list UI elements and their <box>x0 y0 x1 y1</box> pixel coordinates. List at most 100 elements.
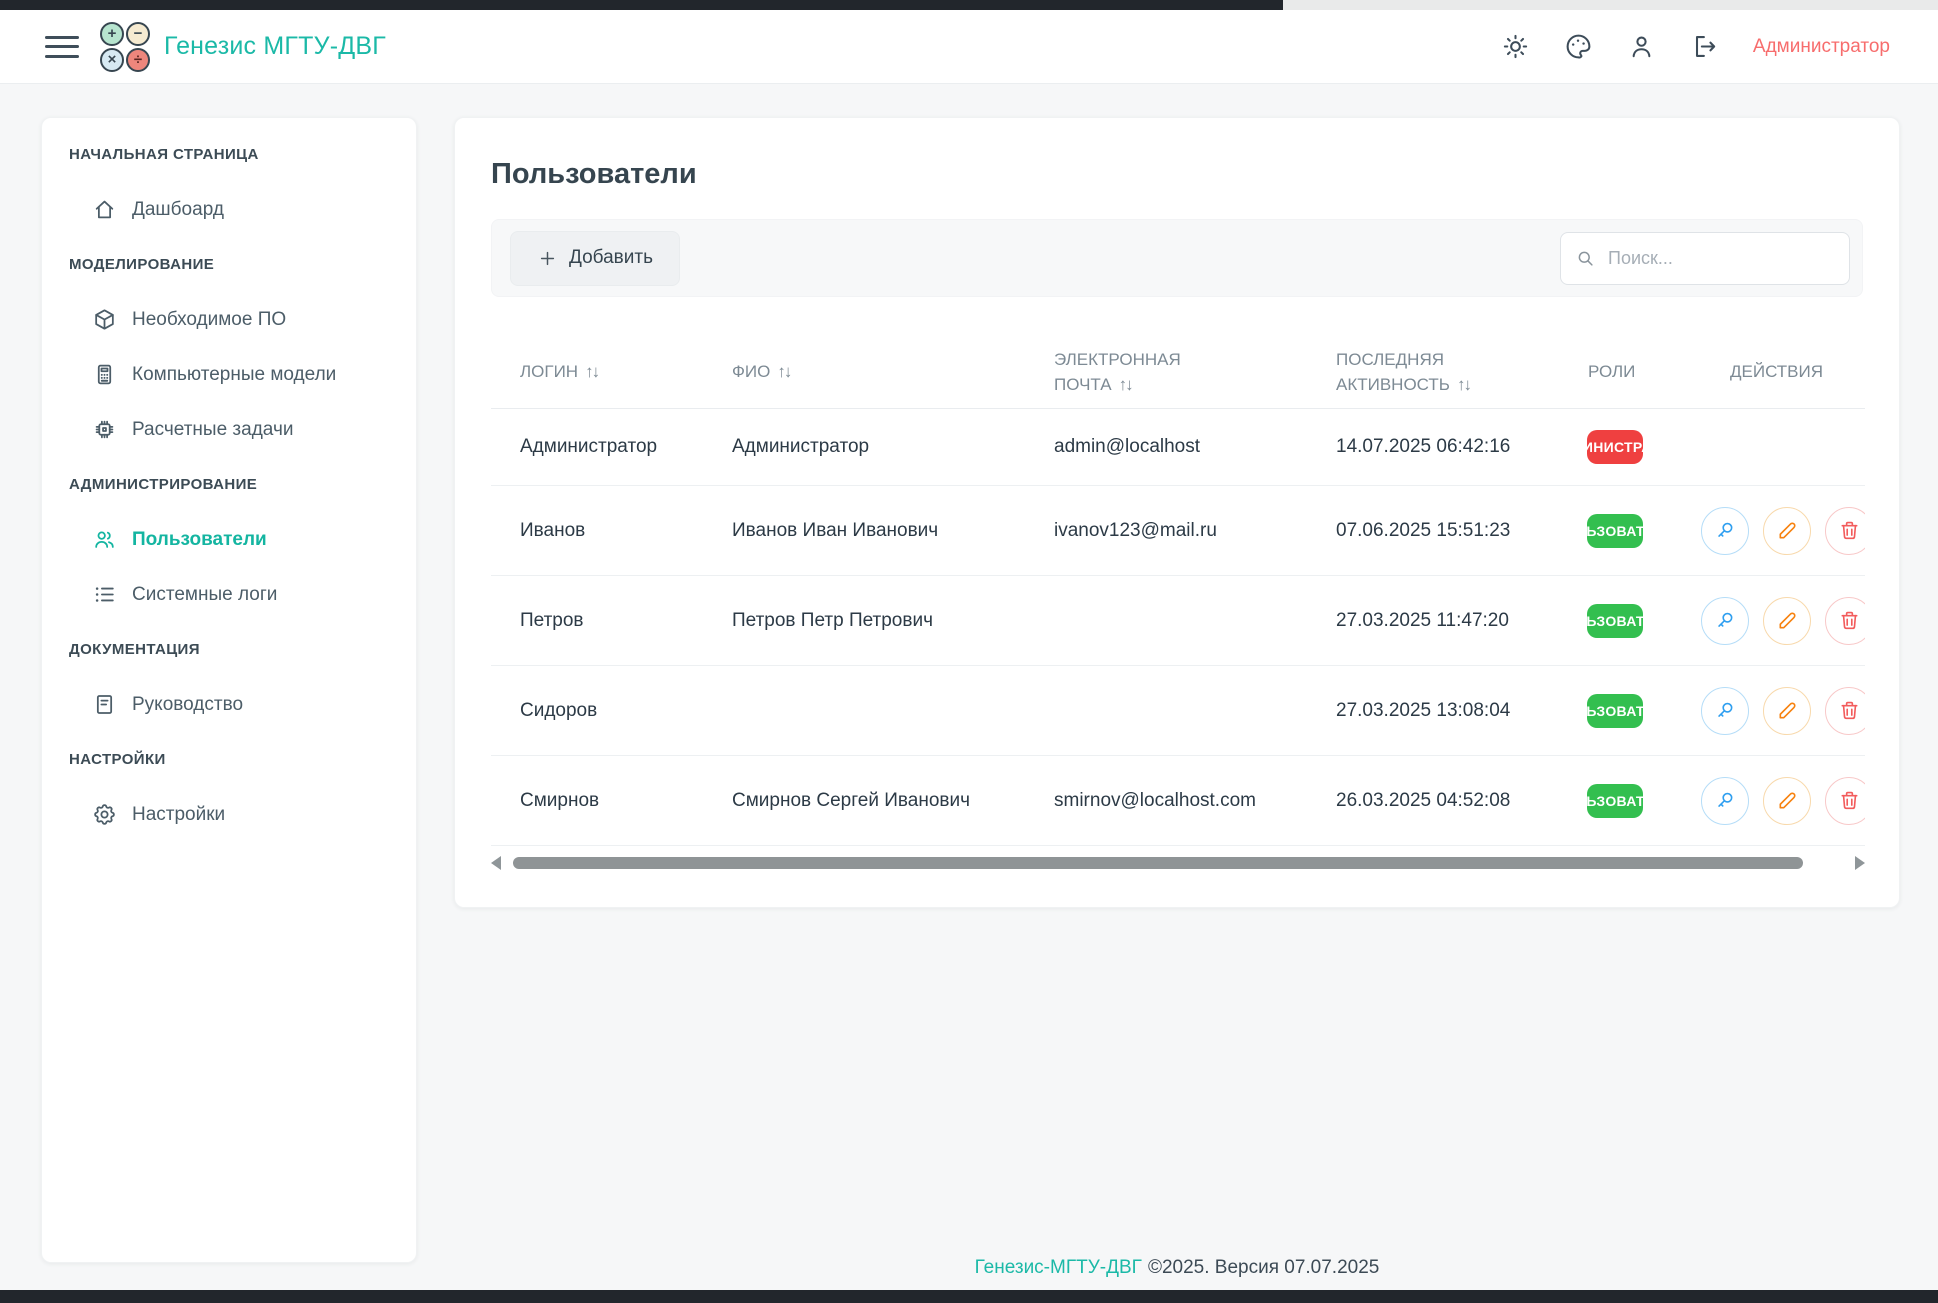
key-icon <box>1714 699 1737 722</box>
cell-roles: ПОЛЬЗОВАТЕЛЬ <box>1559 693 1701 728</box>
cell-login: Петров <box>520 609 584 631</box>
sidebar-item-label: Настройки <box>132 803 226 825</box>
cell-email: admin@localhost <box>1054 436 1201 457</box>
role-badge-text: ПОЛЬЗОВАТЕЛЬ <box>1587 612 1643 629</box>
reset-password-button[interactable] <box>1701 506 1749 555</box>
profile-button[interactable] <box>1627 32 1656 61</box>
page-title: Пользователи <box>491 158 697 190</box>
cell-email: smirnov@localhost.com <box>1054 789 1256 811</box>
role-badge-text: ПОЛЬЗОВАТЕЛЬ <box>1587 702 1643 719</box>
footer-brand-link[interactable]: Генезис-МГТУ-ДВГ <box>974 1257 1142 1278</box>
sidebar-item-label: Пользователи <box>132 528 267 550</box>
user-icon <box>1627 32 1656 61</box>
logo-divide-icon: ÷ <box>126 47 150 72</box>
column-label: ДЕЙСТВИЯ <box>1730 362 1824 381</box>
delete-user-button[interactable] <box>1825 506 1865 555</box>
logo-multiply-icon: × <box>100 47 124 72</box>
page-footer: Генезис-МГТУ-ДВГ ©2025. Версия 07.07.2025 <box>454 1257 1900 1279</box>
edit-user-button[interactable] <box>1763 506 1811 555</box>
scroll-left-arrow[interactable] <box>491 856 501 870</box>
row-actions <box>1701 686 1865 735</box>
column-header[interactable]: ДЕЙСТВИЯ <box>1701 359 1865 384</box>
sidebar-item-tasks[interactable]: Расчетные задачи <box>42 402 416 457</box>
settings-icon <box>92 802 117 827</box>
reset-password-button[interactable] <box>1701 596 1749 645</box>
column-header[interactable]: РОЛИ <box>1559 359 1701 384</box>
logo-minus-icon: − <box>126 21 150 46</box>
cell-actions <box>1701 686 1865 735</box>
scrollbar-track[interactable] <box>507 856 1849 870</box>
sidebar-item-manual[interactable]: Руководство <box>42 677 416 732</box>
sidebar-item-logs[interactable]: Системные логи <box>42 567 416 622</box>
row-actions <box>1701 506 1865 555</box>
users-table: ЛОГИН ↑↓ ФИО ↑↓ ЭЛЕКТРОННАЯ ПОЧТА ↑↓ ПОСЛЕДНЯЯ… <box>491 335 1865 846</box>
trash-icon <box>1838 699 1861 722</box>
role-badge-text: ПОЛЬЗОВАТЕЛЬ <box>1587 522 1643 539</box>
sidebar-section-label: ДОКУМЕНТАЦИЯ <box>69 641 200 658</box>
edit-user-button[interactable] <box>1763 776 1811 825</box>
edit-user-button[interactable] <box>1763 686 1811 735</box>
column-label: ПОСЛЕДНЯЯ АКТИВНОСТЬ <box>1336 349 1450 394</box>
sidebar-item-label: Руководство <box>132 693 244 715</box>
role-badge-text: АДМИНИСТРАТОР <box>1587 439 1643 455</box>
trash-icon <box>1838 519 1861 542</box>
delete-user-button[interactable] <box>1825 596 1865 645</box>
scrollbar-thumb[interactable] <box>513 857 1803 869</box>
sidebar-item-dashboard[interactable]: Дашбоард <box>42 182 416 237</box>
key-icon <box>1714 609 1737 632</box>
column-label: РОЛИ <box>1588 362 1636 381</box>
delete-user-button[interactable] <box>1825 686 1865 735</box>
cell-login: Смирнов <box>520 789 600 811</box>
pencil-icon <box>1776 699 1799 722</box>
cell-last-activity: 26.03.2025 04:52:08 <box>1336 789 1511 811</box>
app-header: + − × ÷ Генезис МГТУ-ДВГ Администратор <box>0 10 1938 84</box>
brand-title[interactable]: Генезис МГТУ-ДВГ <box>164 32 386 60</box>
menu-icon <box>45 35 79 39</box>
sidebar-item-models[interactable]: Компьютерные модели <box>42 347 416 402</box>
logout-button[interactable] <box>1690 32 1719 61</box>
calculator-icon <box>92 362 117 387</box>
column-label: ЛОГИН <box>520 362 579 381</box>
palette-button[interactable] <box>1564 32 1593 61</box>
sidebar-section-label: НАСТРОЙКИ <box>69 751 166 768</box>
add-user-label: Добавить <box>569 247 653 268</box>
table-row: Администратор Администратор admin@localh… <box>491 409 1865 486</box>
package-icon <box>92 307 117 332</box>
sidebar-item-label: Расчетные задачи <box>132 418 294 440</box>
sidebar-section-label: НАЧАЛЬНАЯ СТРАНИЦА <box>69 146 259 163</box>
column-label: ФИО <box>732 362 771 381</box>
sort-icon: ↑↓ <box>777 362 792 381</box>
trash-icon <box>1838 789 1861 812</box>
sidebar-item-settings[interactable]: Настройки <box>42 787 416 842</box>
row-actions <box>1701 596 1865 645</box>
edit-user-button[interactable] <box>1763 596 1811 645</box>
delete-user-button[interactable] <box>1825 776 1865 825</box>
theme-toggle-button[interactable] <box>1501 32 1530 61</box>
palette-icon <box>1564 32 1593 61</box>
sidebar-item-label: Компьютерные модели <box>132 363 337 385</box>
sidebar: НАЧАЛЬНАЯ СТРАНИЦА Дашбоард МОДЕЛИРОВАНИ… <box>41 117 417 1263</box>
search-input[interactable] <box>1606 246 1835 270</box>
column-header[interactable]: ФИО ↑↓ <box>703 359 1025 384</box>
cell-actions <box>1701 776 1865 825</box>
table-row: Смирнов Смирнов Сергей Иванович smirnov@… <box>491 756 1865 846</box>
footer-copyright: ©2025. Версия 07.07.2025 <box>1147 1257 1380 1278</box>
cell-roles: ПОЛЬЗОВАТЕЛЬ <box>1559 783 1701 818</box>
column-header[interactable]: ЛОГИН ↑↓ <box>491 359 703 384</box>
sort-icon: ↑↓ <box>1456 374 1472 394</box>
sidebar-item-software[interactable]: Необходимое ПО <box>42 292 416 347</box>
add-user-button[interactable]: Добавить <box>510 230 680 286</box>
column-header[interactable]: ПОСЛЕДНЯЯ АКТИВНОСТЬ ↑↓ <box>1307 347 1559 397</box>
sidebar-section-label: МОДЕЛИРОВАНИЕ <box>69 256 215 273</box>
plus-icon <box>537 248 558 269</box>
cell-roles: АДМИНИСТРАТОР <box>1559 430 1701 464</box>
reset-password-button[interactable] <box>1701 686 1749 735</box>
sidebar-item-users[interactable]: Пользователи <box>42 512 416 567</box>
sidebar-nav: НАЧАЛЬНАЯ СТРАНИЦА Дашбоард МОДЕЛИРОВАНИ… <box>42 127 416 842</box>
menu-toggle-button[interactable] <box>44 34 82 60</box>
column-header[interactable]: ЭЛЕКТРОННАЯ ПОЧТА ↑↓ <box>1025 347 1307 397</box>
current-user-label[interactable]: Администратор <box>1752 35 1890 57</box>
key-icon <box>1714 789 1737 812</box>
reset-password-button[interactable] <box>1701 776 1749 825</box>
scroll-right-arrow[interactable] <box>1855 856 1865 870</box>
